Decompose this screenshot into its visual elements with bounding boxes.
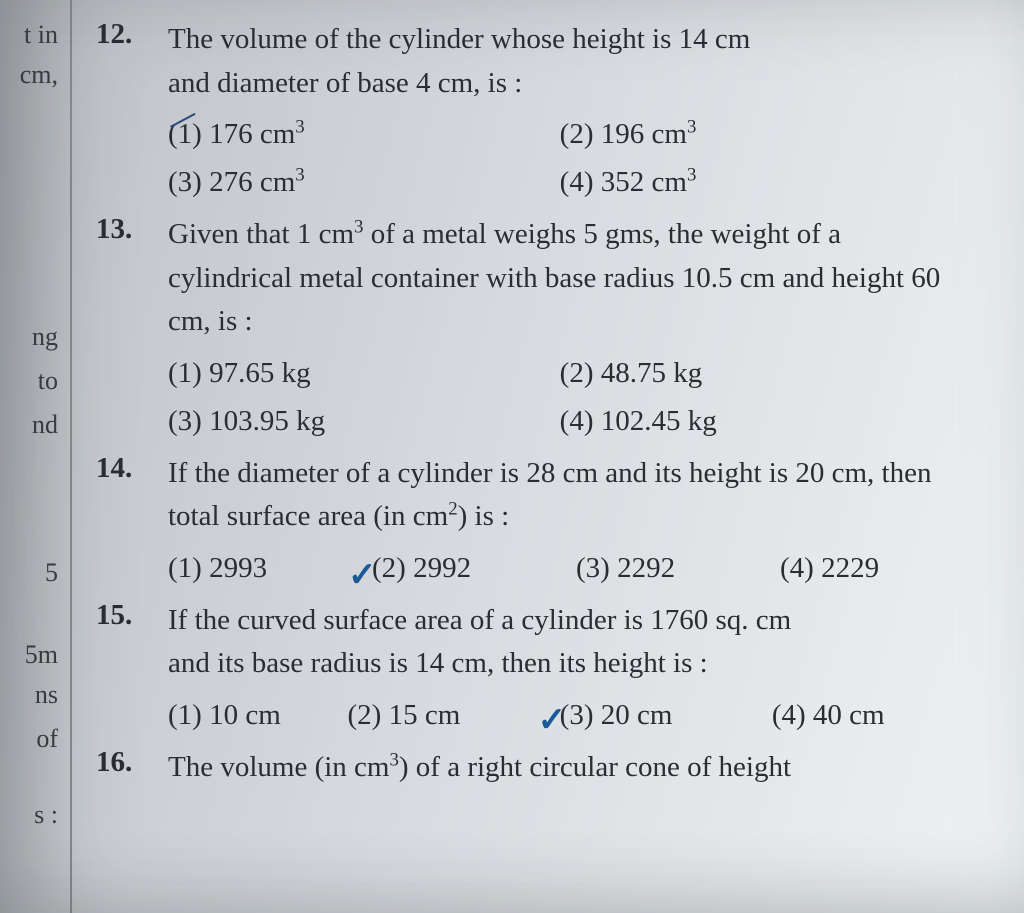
option-text: 40 cm [813, 699, 885, 731]
option-label: (1) [168, 552, 202, 584]
margin-label: cm, [20, 58, 64, 92]
options-row: (3) 276 cm3 (4) 352 cm3 [168, 161, 984, 203]
option-text: 10 cm [209, 699, 281, 731]
option-text: 20 cm [601, 699, 673, 731]
question-number: 14. [96, 452, 156, 485]
margin-column: t in cm, ng to nd 5 5m ns of s : [0, 0, 72, 913]
options-group: (1) 10 cm (2) 15 cm ✓ (3) 20 cm (4) 40 [168, 694, 984, 736]
option-2: (2) 48.75 kg [560, 352, 952, 394]
option-text: 196 cm [601, 118, 687, 150]
page: t in cm, ng to nd 5 5m ns of s : 12. The… [0, 0, 1024, 913]
margin-label: s : [34, 798, 64, 832]
option-label: (3) [168, 166, 202, 198]
option-2: (2) 15 cm [348, 694, 560, 736]
option-1: (1) 10 cm [168, 694, 348, 736]
option-1: (1) 2993 [168, 547, 372, 589]
option-text: 48.75 kg [601, 357, 703, 389]
question-number: 13. [96, 213, 156, 246]
options-row: (1) 2993 ✓ (2) 2992 (3) 2292 (4) 2229 [168, 547, 984, 589]
option-label: (3) [560, 699, 594, 731]
option-label: (1) [168, 699, 202, 731]
option-label: (1) [168, 118, 202, 150]
option-label: (2) [560, 357, 594, 389]
margin-label: ns [35, 678, 64, 712]
question-text: If the diameter of a cylinder is 28 cm a… [168, 452, 984, 539]
options-row: (1) 176 cm3 (2) 196 cm3 [168, 113, 984, 155]
option-text: 97.65 kg [209, 357, 311, 389]
sup: 3 [687, 164, 696, 185]
option-label: (4) [560, 166, 594, 198]
option-label: (2) [372, 552, 406, 584]
option-label: (4) [780, 552, 814, 584]
margin-label: 5 [45, 556, 64, 590]
option-label: (1) [168, 357, 202, 389]
question-16: 16. The volume (in cm3) of a right circu… [96, 746, 984, 790]
question-number: 16. [96, 746, 156, 779]
q-line: If the curved surface area of a cylinder… [168, 604, 791, 636]
option-text: 2993 [209, 552, 267, 584]
option-text: 103.95 kg [209, 405, 325, 437]
question-number: 15. [96, 599, 156, 632]
option-label: (3) [168, 405, 202, 437]
option-4: (4) 2229 [780, 547, 984, 589]
options-row: (3) 103.95 kg (4) 102.45 kg [168, 400, 984, 442]
options-row: (1) 97.65 kg (2) 48.75 kg [168, 352, 984, 394]
question-text: Given that 1 cm3 of a metal weighs 5 gms… [168, 213, 984, 344]
margin-label: 5m [25, 638, 64, 672]
option-label: (4) [560, 405, 594, 437]
question-number: 12. [96, 18, 156, 51]
option-1: (1) 97.65 kg [168, 352, 560, 394]
option-text: 2229 [821, 552, 879, 584]
options-group: (1) 97.65 kg (2) 48.75 kg (3) 103.95 kg … [168, 352, 984, 442]
q-line: and its base radius is 14 cm, then its h… [168, 647, 708, 679]
question-text: The volume of the cylinder whose height … [168, 18, 984, 105]
margin-label: t in [24, 18, 64, 52]
option-3: (3) 103.95 kg [168, 400, 560, 442]
option-text: 15 cm [389, 699, 461, 731]
option-2: ✓ (2) 2992 [372, 547, 576, 589]
question-text: The volume (in cm3) of a right circular … [168, 746, 984, 790]
option-text: 102.45 kg [601, 405, 717, 437]
question-13: 13. Given that 1 cm3 of a metal weighs 5… [96, 213, 984, 442]
option-label: (2) [348, 699, 382, 731]
options-row: (1) 10 cm (2) 15 cm ✓ (3) 20 cm (4) 40 [168, 694, 984, 736]
question-15: 15. If the curved surface area of a cyli… [96, 599, 984, 736]
option-label: (4) [772, 699, 806, 731]
option-1: (1) 176 cm3 [168, 113, 560, 155]
options-group: (1) 176 cm3 (2) 196 cm3 (3) 276 cm3 (4) [168, 113, 984, 203]
content-area: 12. The volume of the cylinder whose hei… [96, 18, 984, 789]
option-text: 352 cm [601, 166, 687, 198]
question-14: 14. If the diameter of a cylinder is 28 … [96, 452, 984, 589]
option-3: (3) 2292 [576, 547, 780, 589]
option-text: 2292 [617, 552, 675, 584]
question-text: If the curved surface area of a cylinder… [168, 599, 984, 686]
sup: 3 [295, 116, 304, 137]
option-4: (4) 102.45 kg [560, 400, 952, 442]
options-group: (1) 2993 ✓ (2) 2992 (3) 2292 (4) 2229 [168, 547, 984, 589]
option-label: (2) [560, 118, 594, 150]
q-line: The volume of the cylinder whose height … [168, 23, 750, 55]
margin-label: ng [32, 320, 64, 354]
option-4: (4) 352 cm3 [560, 161, 952, 203]
option-3: (3) 276 cm3 [168, 161, 560, 203]
q-line: and diameter of base 4 cm, is : [168, 67, 522, 99]
option-4: (4) 40 cm [772, 694, 984, 736]
margin-label: to [38, 364, 64, 398]
sup: 3 [687, 116, 696, 137]
option-text: 276 cm [209, 166, 295, 198]
option-text: 2992 [413, 552, 471, 584]
option-text: 176 cm [209, 118, 295, 150]
margin-label: nd [32, 408, 64, 442]
option-2: (2) 196 cm3 [560, 113, 952, 155]
sup: 3 [295, 164, 304, 185]
option-label: (3) [576, 552, 610, 584]
option-3: ✓ (3) 20 cm [560, 694, 772, 736]
margin-label: of [36, 722, 64, 756]
question-12: 12. The volume of the cylinder whose hei… [96, 18, 984, 203]
